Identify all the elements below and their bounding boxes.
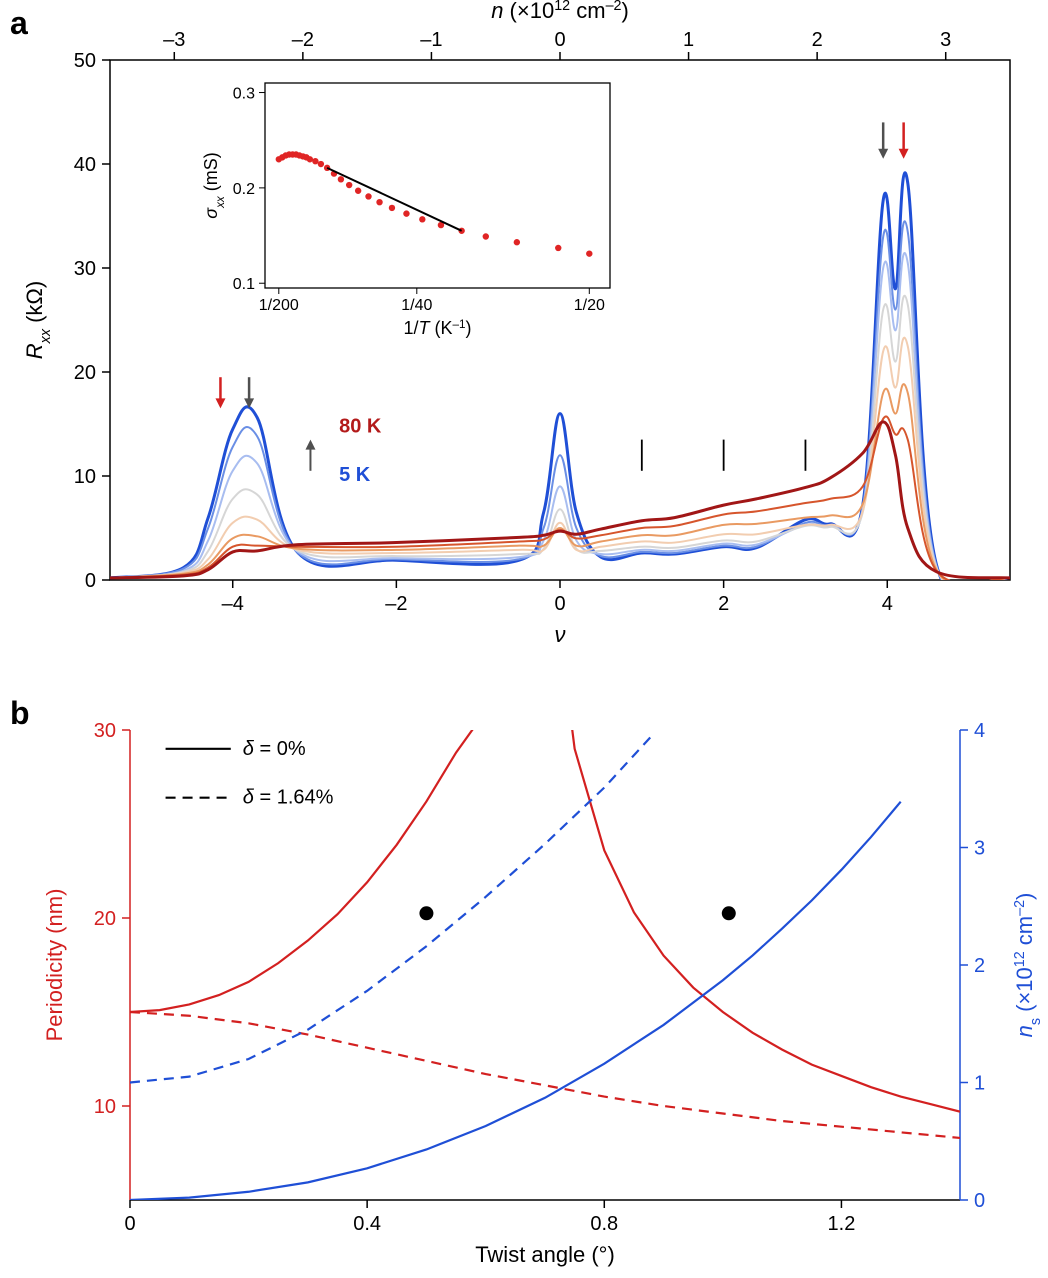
inset-point (514, 239, 520, 245)
tick-label: 2 (812, 29, 823, 51)
inset-point (318, 161, 324, 167)
tick-label: 1.2 (828, 1213, 856, 1235)
tick-label: 10 (74, 466, 96, 488)
inset-point (555, 245, 561, 251)
tick-label: 10 (94, 1096, 116, 1118)
tick-label: 0.8 (590, 1213, 618, 1235)
marker-point (419, 906, 433, 920)
tick-label: 0.4 (353, 1213, 381, 1235)
arrow-head (899, 149, 909, 159)
arrow-head (878, 149, 888, 159)
panel-a-label: a (10, 5, 28, 41)
tick-label: –4 (222, 593, 244, 615)
temp-low: 5 K (339, 464, 371, 486)
inset-point (338, 176, 344, 182)
y-left-label: Periodicity (nm) (42, 889, 67, 1042)
y-right-label: ns (×1012 cm–2) (1012, 893, 1044, 1038)
inset-point (355, 188, 361, 194)
inset-point (376, 199, 382, 205)
arrow-head (215, 398, 225, 408)
tick-label: 1 (683, 29, 694, 51)
tick-label: 0 (85, 570, 96, 592)
tick-label: 0 (554, 29, 565, 51)
tick-label: 1 (974, 1073, 985, 1095)
tick-label: 40 (74, 154, 96, 176)
x-label: Twist angle (°) (475, 1242, 615, 1267)
tick-label: 1/200 (259, 297, 299, 314)
y-label: Rxx (kΩ) (22, 281, 54, 359)
ns-solid (130, 802, 901, 1200)
tick-label: –2 (292, 29, 314, 51)
inset-point (346, 182, 352, 188)
tick-label: 0.1 (233, 276, 255, 293)
tick-label: 50 (74, 50, 96, 72)
temp-high: 80 K (339, 415, 382, 437)
marker-point (722, 906, 736, 920)
x-bottom-label: ν (555, 622, 566, 647)
tick-label: 0 (554, 593, 565, 615)
periodicity-dashed (130, 1012, 960, 1138)
inset-y-label: σxx (mS) (201, 152, 227, 219)
tick-label: 4 (974, 720, 985, 742)
inset-x-label: 1/T (K–1) (403, 318, 471, 339)
periodicity-solid (130, 617, 556, 1012)
tick-label: 20 (74, 362, 96, 384)
inset-point (389, 205, 395, 211)
tick-label: 0.3 (233, 86, 255, 103)
tick-label: –1 (420, 29, 442, 51)
tick-label: 30 (74, 258, 96, 280)
tick-label: 0.2 (233, 181, 255, 198)
tick-label: 3 (940, 29, 951, 51)
tick-label: 2 (718, 593, 729, 615)
legend-text: δ = 1.64% (243, 787, 334, 809)
x-top-label: n (×1012 cm–2) (491, 0, 629, 23)
tick-label: 30 (94, 720, 116, 742)
inset-axes (265, 83, 610, 288)
inset-point (586, 250, 592, 256)
inset-point (365, 193, 371, 199)
tick-label: –3 (163, 29, 185, 51)
tick-label: 1/40 (401, 297, 432, 314)
panel-b-label: b (10, 695, 30, 731)
inset-point (307, 156, 313, 162)
tick-label: 0 (124, 1213, 135, 1235)
legend-text: δ = 0% (243, 738, 306, 760)
inset-point (403, 210, 409, 216)
tick-label: 20 (94, 908, 116, 930)
figure-svg: a–4–2024ν–3–2–10123n (×1012 cm–2)0102030… (0, 0, 1048, 1278)
tick-label: 4 (882, 593, 893, 615)
inset-point (419, 216, 425, 222)
tick-label: 0 (974, 1190, 985, 1212)
tick-label: 2 (974, 955, 985, 977)
inset-point (483, 233, 489, 239)
tick-label: –2 (385, 593, 407, 615)
tick-label: 3 (974, 838, 985, 860)
inset-point (312, 158, 318, 164)
periodicity-solid (558, 617, 960, 1111)
ns-dashed (130, 736, 652, 1083)
temp-arrow-head (305, 440, 315, 450)
tick-label: 1/20 (574, 297, 605, 314)
